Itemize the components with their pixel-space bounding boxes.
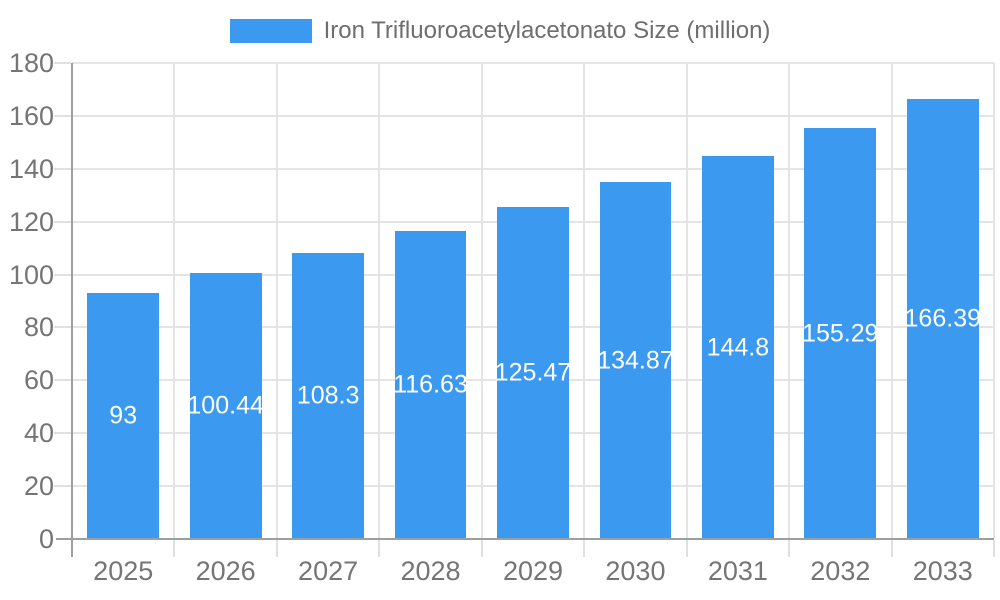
bar[interactable]: 93	[87, 293, 160, 539]
bar-value-label: 100.44	[187, 391, 264, 420]
x-axis-label: 2031	[707, 556, 768, 586]
bar[interactable]: 134.87	[597, 182, 674, 539]
v-gridline	[378, 63, 381, 539]
bar[interactable]: 100.44	[187, 273, 264, 539]
x-axis-label: 2029	[502, 556, 564, 586]
bar-value-label: 93	[109, 401, 138, 430]
v-gridline	[173, 63, 176, 539]
bar[interactable]: 144.8	[702, 156, 774, 539]
y-tick	[54, 167, 71, 170]
x-tick	[788, 540, 791, 557]
x-tick	[275, 540, 278, 557]
bar-value-label: 116.63	[393, 370, 468, 399]
h-gridline	[72, 62, 994, 64]
y-axis-label: 60	[23, 365, 54, 396]
bar-value-label: 108.3	[296, 381, 360, 410]
bar[interactable]: 125.47	[495, 207, 571, 539]
bar-value-label: 144.8	[706, 333, 770, 362]
v-gridline	[685, 63, 688, 539]
y-tick	[54, 432, 71, 435]
bar[interactable]: 155.29	[802, 128, 879, 539]
v-gridline	[993, 63, 995, 539]
y-tick	[54, 62, 71, 64]
x-tick	[173, 540, 176, 557]
x-axis-line	[56, 538, 994, 540]
y-axis-label: 20	[23, 471, 54, 502]
legend-swatch-icon	[229, 19, 312, 43]
bar-value-label: 134.87	[597, 346, 674, 375]
h-gridline	[72, 114, 994, 117]
x-tick	[993, 540, 995, 557]
x-tick	[890, 540, 893, 557]
y-tick	[54, 485, 71, 488]
y-tick	[54, 379, 71, 382]
y-axis-label: 120	[8, 206, 54, 237]
bar-value-label: 166.39	[904, 304, 981, 333]
x-axis-label: 2032	[810, 556, 871, 586]
y-axis-label: 160	[8, 100, 54, 131]
y-axis-line	[71, 63, 73, 557]
bar[interactable]: 116.63	[393, 230, 468, 539]
x-axis-label: 2033	[912, 556, 973, 586]
v-gridline	[788, 63, 791, 539]
v-gridline	[275, 63, 278, 539]
y-tick	[54, 114, 71, 117]
v-gridline	[890, 63, 893, 539]
x-tick	[480, 540, 483, 557]
y-tick	[54, 326, 71, 329]
y-axis-label: 80	[23, 312, 54, 343]
x-tick	[685, 540, 688, 557]
x-axis-label: 2027	[298, 556, 359, 586]
h-gridline	[72, 167, 994, 170]
y-axis-label: 140	[8, 153, 54, 184]
bar[interactable]: 108.3	[292, 252, 364, 539]
plot-area: 93 100.44 108.3 116.63 125.47 134.87 144.8 155.…	[72, 62, 995, 539]
x-axis-label: 2025	[93, 556, 154, 586]
bar-value-label: 155.29	[802, 319, 879, 348]
v-gridline	[480, 63, 483, 539]
y-tick	[54, 273, 71, 276]
y-axis-label: 180	[8, 48, 54, 78]
x-tick	[583, 540, 586, 557]
x-axis-label: 2026	[195, 556, 256, 586]
y-tick	[54, 220, 71, 223]
legend[interactable]: Iron Trifluoroacetylacetonato Size (mill…	[0, 17, 1000, 45]
x-axis-label: 2028	[400, 556, 461, 586]
bar[interactable]: 166.39	[905, 99, 981, 539]
y-axis-label: 40	[23, 418, 54, 449]
legend-label: Iron Trifluoroacetylacetonato Size (mill…	[323, 17, 771, 44]
bar-value-label: 125.47	[494, 358, 572, 387]
x-tick	[378, 540, 381, 557]
y-axis-label: 0	[38, 524, 54, 554]
v-gridline	[583, 63, 586, 539]
y-axis-label: 100	[8, 259, 54, 290]
x-axis-label: 2030	[605, 556, 666, 586]
